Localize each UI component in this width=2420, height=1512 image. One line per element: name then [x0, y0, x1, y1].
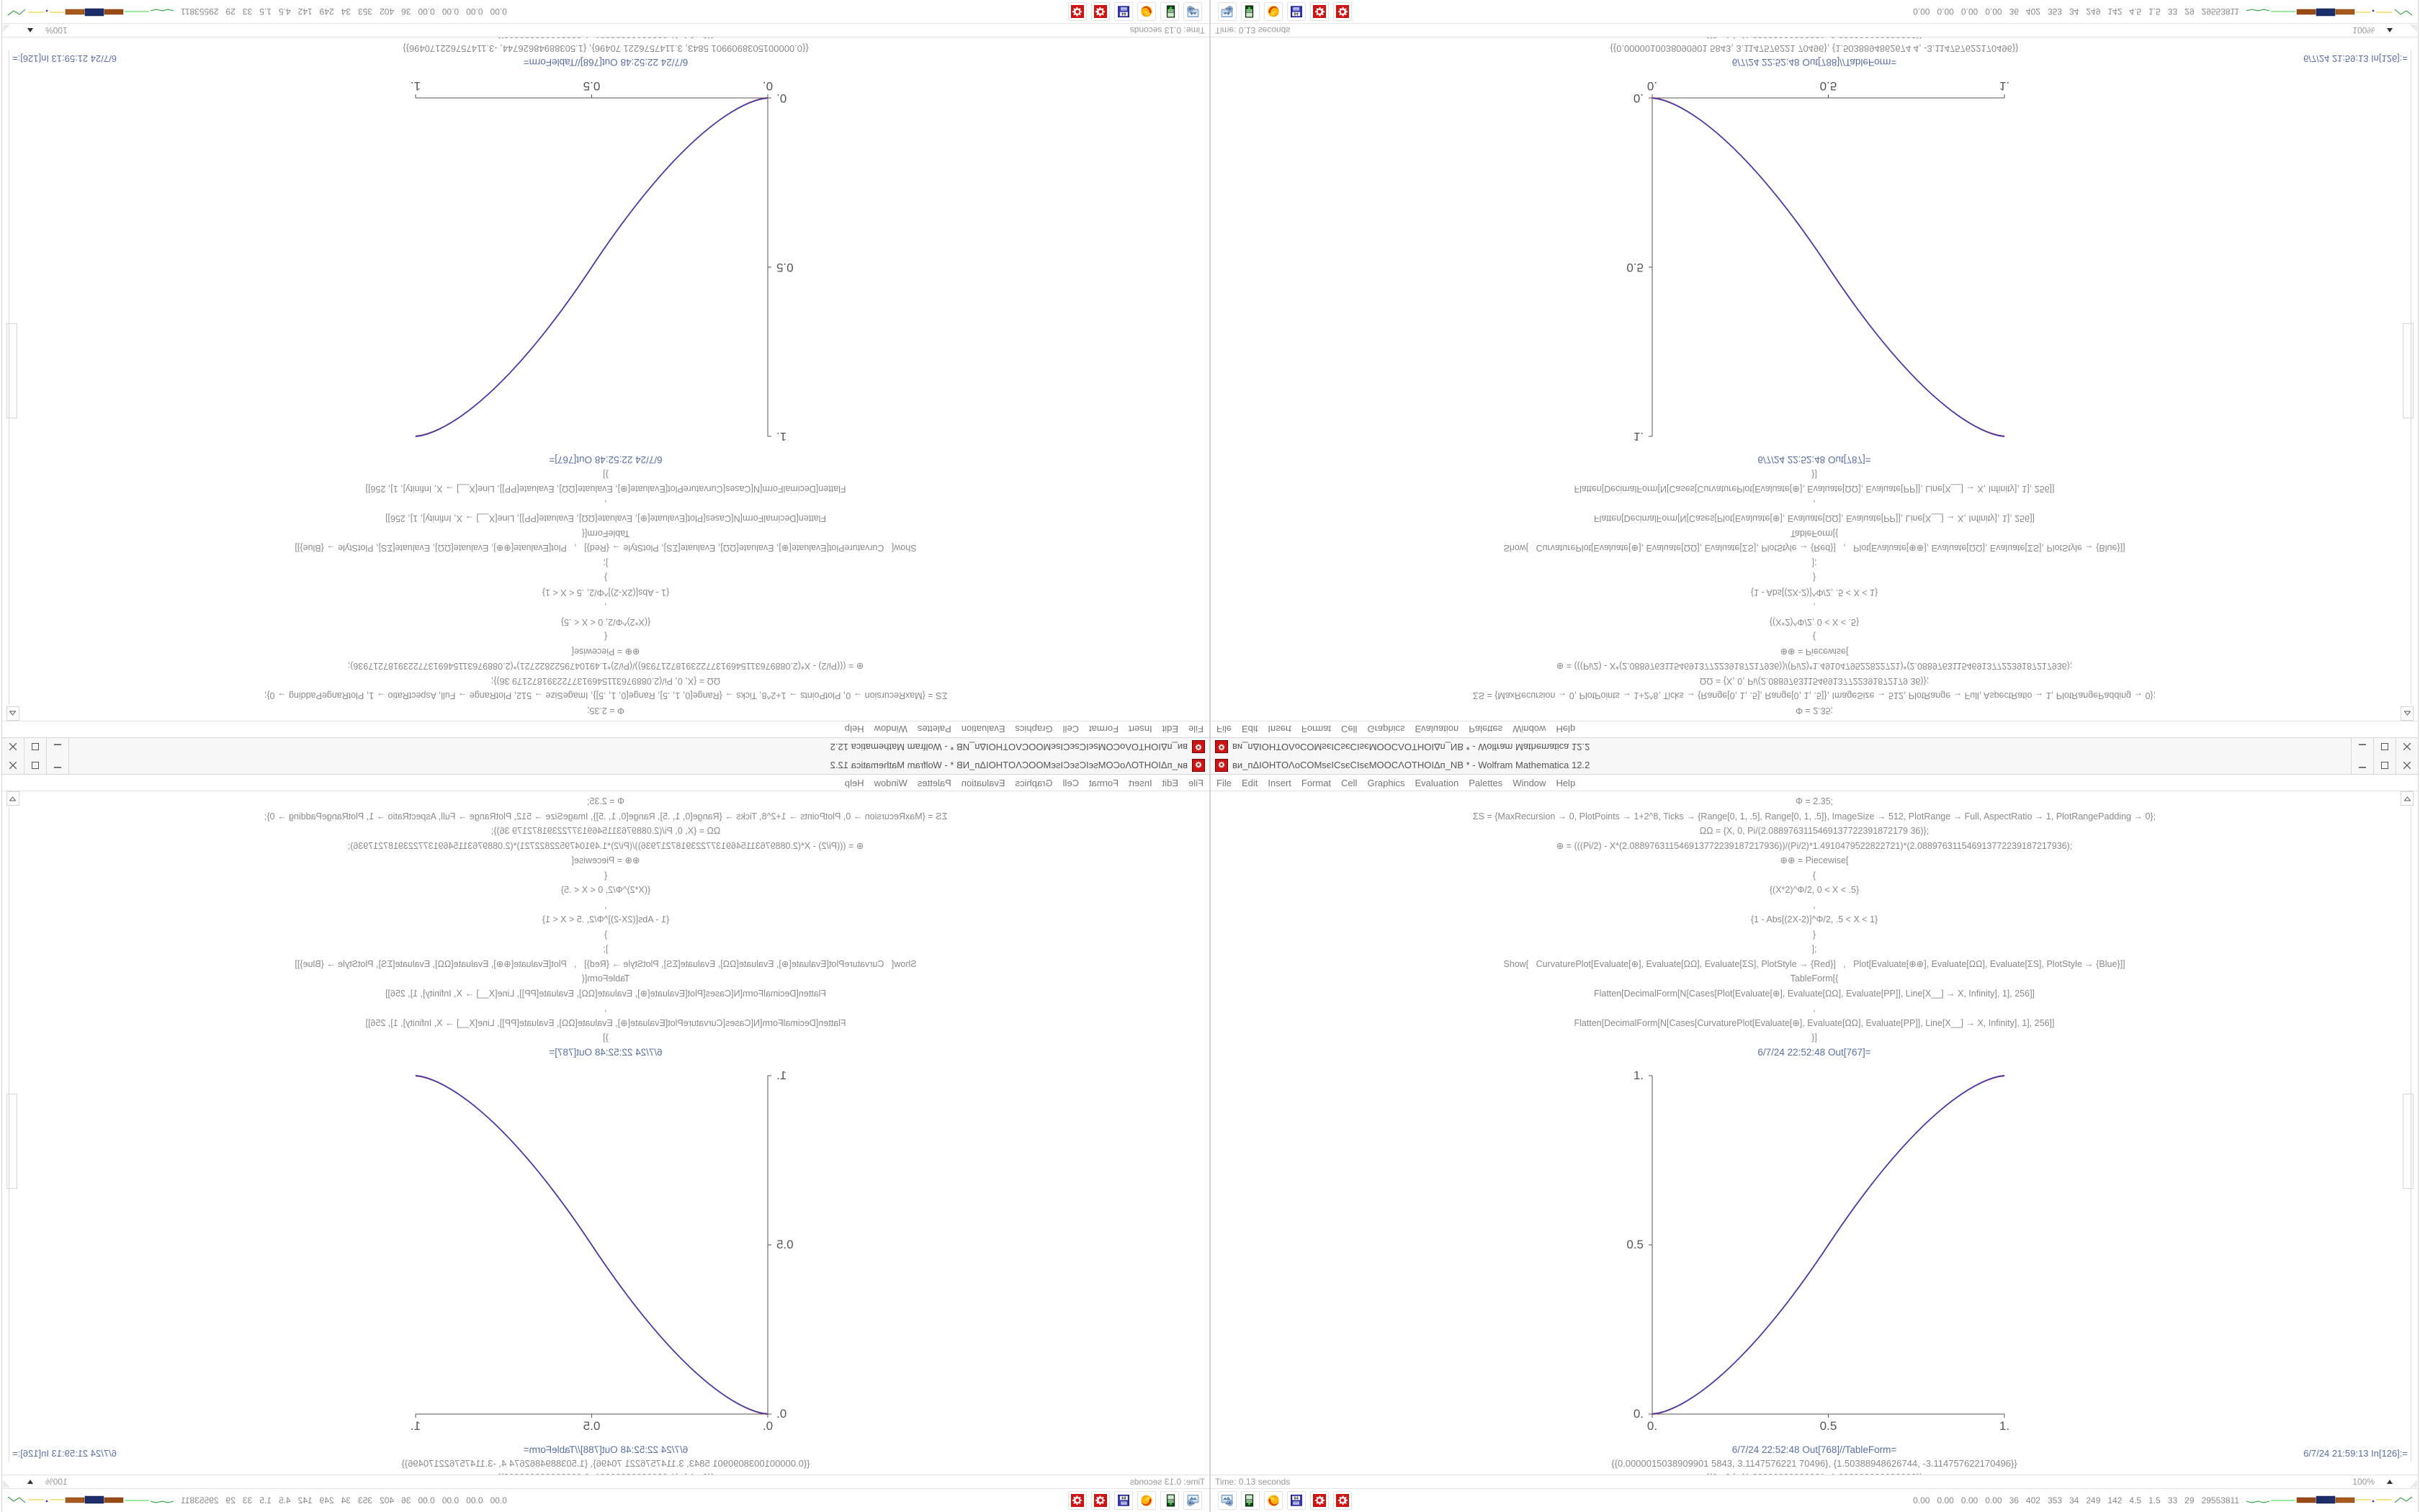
svg-text:0.5: 0.5 — [776, 1238, 794, 1251]
svg-text:1.: 1. — [411, 1419, 421, 1433]
svg-text:1.: 1. — [1999, 79, 2009, 93]
svg-text:0.: 0. — [776, 91, 786, 105]
svg-text:0.: 0. — [1634, 91, 1644, 105]
svg-text:64: 64 — [1294, 1496, 1299, 1500]
svg-text:1.: 1. — [1999, 1419, 2009, 1433]
svg-text:1.: 1. — [1634, 430, 1644, 441]
svg-text:64: 64 — [1121, 12, 1126, 16]
svg-text:1.: 1. — [411, 79, 421, 93]
svg-text:0.: 0. — [1634, 1407, 1644, 1421]
svg-text:0.5: 0.5 — [583, 79, 601, 93]
svg-text:0.: 0. — [776, 1407, 786, 1421]
svg-text:0.: 0. — [1647, 79, 1657, 93]
svg-text:0.5: 0.5 — [1820, 79, 1837, 93]
svg-text:1.: 1. — [1634, 1071, 1644, 1082]
svg-text:1.: 1. — [776, 1071, 786, 1082]
svg-text:64: 64 — [1294, 12, 1299, 16]
svg-text:0.5: 0.5 — [1626, 261, 1644, 274]
svg-text:0.5: 0.5 — [1626, 1238, 1644, 1251]
svg-text:64: 64 — [1121, 1496, 1126, 1500]
svg-text:0.: 0. — [763, 79, 773, 93]
svg-text:0.: 0. — [763, 1419, 773, 1433]
svg-text:0.: 0. — [1647, 1419, 1657, 1433]
svg-text:0.5: 0.5 — [1820, 1419, 1837, 1433]
svg-text:1.: 1. — [776, 430, 786, 441]
svg-text:0.5: 0.5 — [583, 1419, 601, 1433]
svg-text:0.5: 0.5 — [776, 261, 794, 274]
